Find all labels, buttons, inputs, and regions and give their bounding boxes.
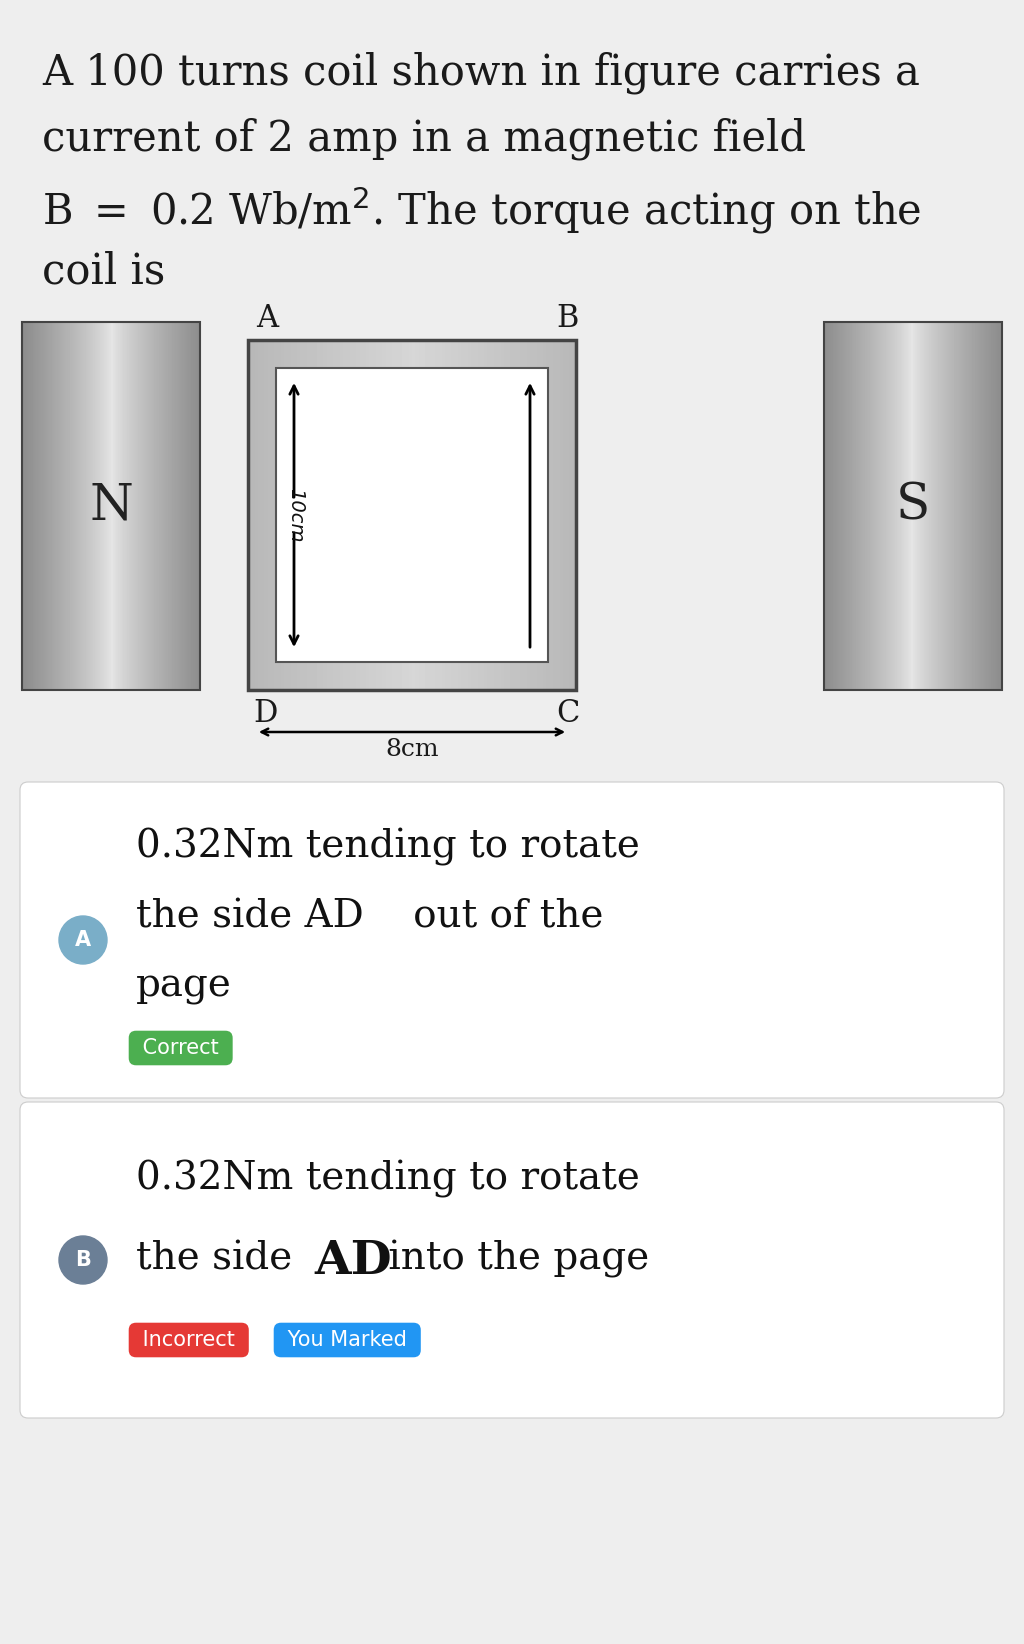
Bar	[824, 322, 1002, 690]
Bar	[276, 368, 548, 663]
Text: 8cm: 8cm	[385, 738, 438, 761]
Text: Incorrect: Incorrect	[136, 1330, 242, 1350]
Text: D: D	[253, 699, 278, 728]
Bar	[0, 0, 1024, 720]
Bar	[248, 340, 575, 690]
Text: the side AD    out of the: the side AD out of the	[136, 898, 603, 935]
Text: C: C	[556, 699, 580, 728]
Circle shape	[59, 1236, 106, 1284]
Circle shape	[59, 916, 106, 963]
Bar	[276, 368, 548, 663]
Text: A: A	[256, 302, 279, 334]
Text: coil is: coil is	[42, 250, 165, 293]
Text: AD: AD	[314, 1238, 391, 1284]
Text: Correct: Correct	[136, 1037, 225, 1059]
Text: 10cm: 10cm	[287, 488, 305, 543]
Text: page: page	[136, 968, 231, 1004]
Text: the side: the side	[136, 1240, 304, 1277]
Bar	[22, 322, 200, 690]
FancyBboxPatch shape	[20, 783, 1004, 1098]
Text: B: B	[556, 302, 579, 334]
Text: A 100 turns coil shown in figure carries a: A 100 turns coil shown in figure carries…	[42, 53, 920, 94]
Text: into the page: into the page	[376, 1240, 649, 1277]
Text: S: S	[896, 482, 930, 531]
Text: B: B	[75, 1249, 91, 1271]
Text: A: A	[75, 931, 91, 950]
Text: 0.32Nm tending to rotate: 0.32Nm tending to rotate	[136, 829, 640, 866]
FancyBboxPatch shape	[20, 1101, 1004, 1419]
Text: N: N	[89, 482, 133, 531]
Text: You Marked: You Marked	[281, 1330, 414, 1350]
Text: 0.32Nm tending to rotate: 0.32Nm tending to rotate	[136, 1161, 640, 1198]
Text: current of 2 amp in a magnetic field: current of 2 amp in a magnetic field	[42, 118, 806, 161]
Text: B $=$ 0.2 Wb/m$^2$. The torque acting on the: B $=$ 0.2 Wb/m$^2$. The torque acting on…	[42, 184, 922, 235]
